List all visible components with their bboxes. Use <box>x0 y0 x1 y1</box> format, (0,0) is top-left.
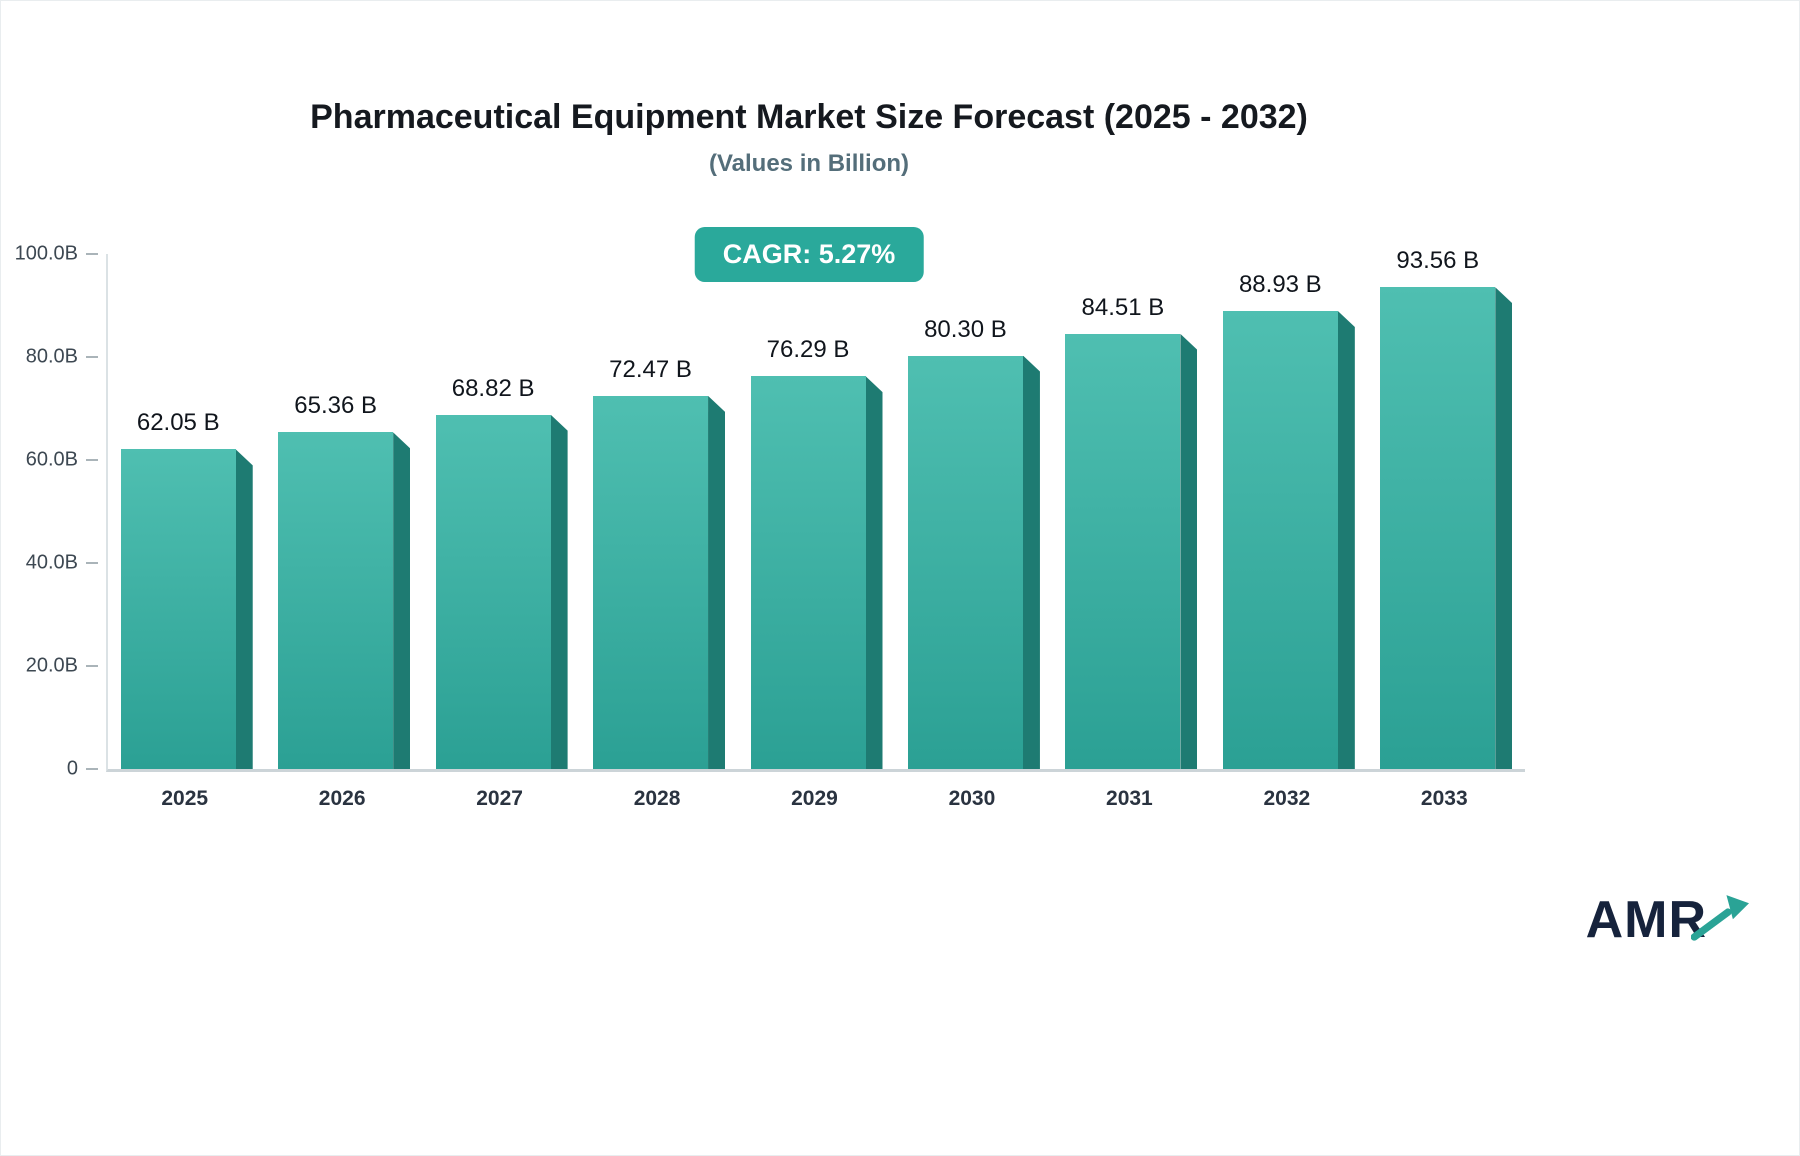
y-axis: 100.0B 80.0B 60.0B 40.0B 20.0B 0 <box>1 243 106 780</box>
bar-2027: 68.82 B <box>435 375 568 769</box>
bar-value-label: 84.51 B <box>1081 293 1165 321</box>
bar-value-label: 62.05 B <box>136 409 220 437</box>
amr-logo-text: AMR <box>1585 891 1707 949</box>
bar-face <box>1222 311 1338 769</box>
cagr-badge: CAGR: 5.27% <box>694 227 924 282</box>
bar-2026: 65.36 B <box>278 392 411 769</box>
bar-face <box>593 395 709 769</box>
x-tick-label-2033: 2033 <box>1420 787 1468 810</box>
x-tick-label-2030: 2030 <box>948 787 996 810</box>
x-axis: 2025 2026 2027 2028 2029 2030 2031 2032 2033 <box>106 787 1525 819</box>
chart-subtitle: (Values in Billion) <box>708 150 910 177</box>
arrow-up-right-icon <box>1691 895 1749 941</box>
x-tick-label-2025: 2025 <box>161 787 209 810</box>
x-tick-label-2031: 2031 <box>1106 787 1153 810</box>
bar-side-shadow <box>393 432 411 769</box>
bar-face <box>1380 287 1496 769</box>
bar-face <box>1065 333 1181 769</box>
x-tick-label-2027: 2027 <box>476 787 523 810</box>
bar-value-label: 72.47 B <box>609 355 692 383</box>
y-tick-label: 80.0B <box>25 345 78 368</box>
bar-value-label: 88.93 B <box>1238 271 1322 298</box>
bar-2028: 72.47 B <box>593 356 726 769</box>
bar-2033: 93.56 B <box>1380 247 1513 769</box>
x-tick-label-2029: 2029 <box>791 787 838 810</box>
bar-side-shadow <box>550 414 568 769</box>
y-tick-mark <box>86 768 98 770</box>
y-tick-label: 20.0B <box>25 654 78 677</box>
y-tick-mark <box>86 562 98 564</box>
bar-2032: 88.93 B <box>1222 271 1355 769</box>
y-tick-mark <box>86 459 98 461</box>
bar-side-shadow <box>1180 333 1198 769</box>
bar-2031: 84.51 B <box>1065 294 1198 769</box>
bar-side-shadow <box>708 395 726 769</box>
bar-value-label: 68.82 B <box>451 374 535 402</box>
y-tick-label: 60.0B <box>25 448 78 471</box>
bar-face <box>435 414 551 769</box>
bar-face <box>278 432 394 769</box>
x-tick-label-2028: 2028 <box>633 787 681 810</box>
bar-face <box>907 355 1023 769</box>
bar-side-shadow <box>1022 355 1040 769</box>
amr-logo: AMR <box>1586 894 1749 946</box>
bar-value-label: 65.36 B <box>294 392 378 420</box>
bar-face <box>120 449 236 769</box>
plot-area: 62.05 B 65.36 B 68.82 B 72.47 B 76.29 B 80.30… <box>106 247 1525 772</box>
y-tick-mark <box>86 665 98 667</box>
bar-side-shadow <box>1495 287 1513 769</box>
bar-2029: 76.29 B <box>750 336 883 769</box>
bar-side-shadow <box>235 449 253 769</box>
x-tick-label-2026: 2026 <box>318 787 366 810</box>
y-tick-mark <box>86 253 98 255</box>
chart-title: Pharmaceutical Equipment Market Size For… <box>310 98 1308 136</box>
bar-value-label: 76.29 B <box>766 336 850 364</box>
y-tick-label: 100.0B <box>14 242 78 265</box>
bar-side-shadow <box>1337 311 1355 769</box>
bar-value-label: 93.56 B <box>1396 247 1480 275</box>
bar-side-shadow <box>865 376 883 769</box>
y-tick-label: 0 <box>66 757 78 780</box>
y-tick-mark <box>86 356 98 358</box>
bar-2025: 62.05 B <box>120 409 253 769</box>
x-tick-label-2032: 2032 <box>1263 787 1311 810</box>
bar-2030: 80.30 B <box>907 316 1040 769</box>
bar-face <box>750 376 866 769</box>
y-tick-label: 40.0B <box>25 551 78 574</box>
bar-value-label: 80.30 B <box>924 315 1007 343</box>
